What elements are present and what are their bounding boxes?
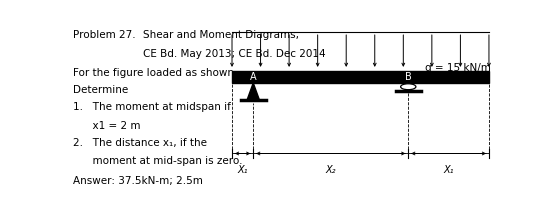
Text: CE Bd. May 2013; CE Bd. Dec 2014: CE Bd. May 2013; CE Bd. Dec 2014 [143,49,326,59]
Text: X₁: X₁ [443,165,454,175]
Circle shape [401,84,416,90]
Text: 2.   The distance x₁, if the: 2. The distance x₁, if the [73,138,207,148]
Text: B: B [405,72,412,82]
Text: q = 15 kN/m: q = 15 kN/m [425,63,491,73]
Text: X₂: X₂ [326,165,336,175]
Text: Problem 27.: Problem 27. [73,30,135,40]
Text: A: A [250,72,256,82]
Text: 1.   The moment at midspan if: 1. The moment at midspan if [73,102,231,112]
Text: Answer: 37.5kN-m; 2.5m: Answer: 37.5kN-m; 2.5m [73,176,203,186]
Text: X₁: X₁ [237,165,248,175]
Text: moment at mid-span is zero.: moment at mid-span is zero. [73,156,242,166]
Text: Shear and Moment Diagrams,: Shear and Moment Diagrams, [143,30,299,40]
Polygon shape [247,83,259,99]
Bar [232,72,489,83]
Text: Determine: Determine [73,85,128,95]
Text: For the figure loaded as shown,: For the figure loaded as shown, [73,68,237,78]
Text: x1 = 2 m: x1 = 2 m [73,121,140,131]
